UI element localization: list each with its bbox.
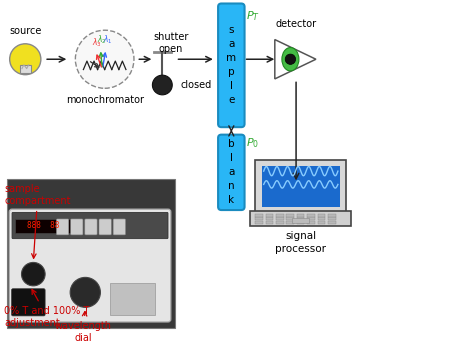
- Text: detector: detector: [275, 19, 317, 29]
- FancyBboxPatch shape: [12, 212, 168, 239]
- FancyBboxPatch shape: [318, 214, 325, 216]
- FancyBboxPatch shape: [265, 218, 273, 220]
- FancyBboxPatch shape: [276, 218, 283, 220]
- FancyBboxPatch shape: [297, 221, 304, 224]
- FancyBboxPatch shape: [328, 218, 336, 220]
- Circle shape: [21, 262, 45, 286]
- FancyBboxPatch shape: [276, 214, 283, 216]
- Text: $\lambda_1$: $\lambda_1$: [103, 34, 113, 46]
- Text: 888  88: 888 88: [27, 221, 59, 230]
- FancyBboxPatch shape: [99, 219, 111, 235]
- Text: sample
compartment: sample compartment: [4, 184, 71, 258]
- FancyBboxPatch shape: [71, 219, 83, 235]
- Text: shutter
open: shutter open: [153, 32, 189, 54]
- FancyBboxPatch shape: [56, 219, 69, 235]
- Text: $P_0$: $P_0$: [246, 137, 259, 150]
- FancyBboxPatch shape: [85, 219, 97, 235]
- FancyBboxPatch shape: [307, 221, 315, 224]
- FancyBboxPatch shape: [307, 214, 315, 216]
- FancyBboxPatch shape: [255, 214, 263, 216]
- FancyBboxPatch shape: [286, 214, 294, 216]
- FancyBboxPatch shape: [318, 221, 325, 224]
- FancyBboxPatch shape: [297, 214, 304, 216]
- Text: signal
processor: signal processor: [275, 231, 326, 254]
- FancyBboxPatch shape: [255, 160, 346, 213]
- FancyBboxPatch shape: [218, 135, 245, 210]
- FancyBboxPatch shape: [250, 212, 351, 227]
- FancyBboxPatch shape: [7, 179, 175, 327]
- Text: s
a
m
p
l
e: s a m p l e: [226, 25, 237, 105]
- FancyBboxPatch shape: [328, 221, 336, 224]
- Text: b
l
a
n
k: b l a n k: [228, 139, 235, 205]
- FancyBboxPatch shape: [286, 218, 294, 220]
- FancyBboxPatch shape: [265, 214, 273, 216]
- Text: closed: closed: [180, 80, 211, 90]
- Text: monochromator: monochromator: [66, 95, 144, 105]
- FancyBboxPatch shape: [265, 221, 273, 224]
- FancyBboxPatch shape: [255, 218, 263, 220]
- Text: 0% T and 100% T
adjustment: 0% T and 100% T adjustment: [4, 290, 90, 328]
- Wedge shape: [9, 44, 41, 75]
- FancyBboxPatch shape: [11, 289, 45, 316]
- Text: $\lambda_2$: $\lambda_2$: [98, 34, 107, 46]
- FancyBboxPatch shape: [307, 218, 315, 220]
- Circle shape: [153, 75, 172, 95]
- Circle shape: [70, 277, 100, 307]
- Text: $P_T$: $P_T$: [246, 9, 259, 23]
- FancyBboxPatch shape: [318, 218, 325, 220]
- Text: source: source: [9, 26, 41, 36]
- FancyBboxPatch shape: [218, 3, 245, 127]
- Text: wavelength
dial: wavelength dial: [55, 311, 112, 343]
- Text: $\lambda_3$: $\lambda_3$: [92, 36, 102, 49]
- FancyBboxPatch shape: [113, 219, 126, 235]
- FancyBboxPatch shape: [19, 65, 31, 73]
- Circle shape: [285, 54, 296, 64]
- FancyBboxPatch shape: [110, 283, 155, 315]
- FancyBboxPatch shape: [328, 214, 336, 216]
- FancyBboxPatch shape: [15, 219, 71, 233]
- FancyBboxPatch shape: [276, 221, 283, 224]
- Circle shape: [75, 30, 134, 88]
- FancyBboxPatch shape: [297, 218, 304, 220]
- FancyBboxPatch shape: [9, 209, 171, 322]
- Ellipse shape: [282, 48, 299, 71]
- FancyBboxPatch shape: [255, 221, 263, 224]
- FancyBboxPatch shape: [292, 218, 309, 223]
- FancyBboxPatch shape: [286, 221, 294, 224]
- FancyBboxPatch shape: [262, 166, 340, 207]
